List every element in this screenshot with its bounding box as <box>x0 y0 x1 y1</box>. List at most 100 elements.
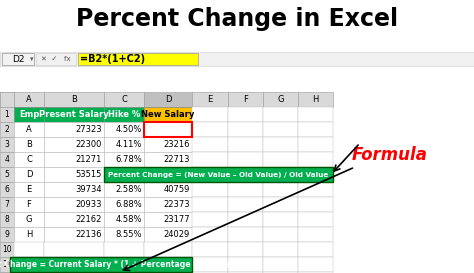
FancyBboxPatch shape <box>104 167 333 182</box>
FancyBboxPatch shape <box>0 257 14 272</box>
FancyBboxPatch shape <box>192 257 228 272</box>
Text: 23216: 23216 <box>164 140 190 149</box>
FancyBboxPatch shape <box>144 122 192 137</box>
FancyBboxPatch shape <box>14 137 44 152</box>
FancyBboxPatch shape <box>192 122 228 137</box>
Text: C: C <box>121 95 127 104</box>
Text: D: D <box>165 95 171 104</box>
FancyBboxPatch shape <box>298 137 333 152</box>
FancyBboxPatch shape <box>0 212 14 227</box>
FancyBboxPatch shape <box>228 227 263 242</box>
FancyBboxPatch shape <box>298 197 333 212</box>
FancyBboxPatch shape <box>104 167 144 182</box>
FancyBboxPatch shape <box>44 197 104 212</box>
Text: Emp: Emp <box>19 110 39 119</box>
FancyBboxPatch shape <box>0 122 14 137</box>
Text: D: D <box>26 170 32 179</box>
Text: 9: 9 <box>5 230 9 239</box>
FancyBboxPatch shape <box>228 122 263 137</box>
FancyBboxPatch shape <box>298 212 333 227</box>
FancyBboxPatch shape <box>44 272 104 273</box>
Text: 27323: 27323 <box>75 125 102 134</box>
Text: 2.58%: 2.58% <box>116 185 142 194</box>
Text: 24029: 24029 <box>164 230 190 239</box>
FancyBboxPatch shape <box>14 182 44 197</box>
FancyBboxPatch shape <box>0 242 14 257</box>
FancyBboxPatch shape <box>298 92 333 107</box>
FancyBboxPatch shape <box>104 92 144 107</box>
Text: E: E <box>207 95 213 104</box>
FancyBboxPatch shape <box>144 212 192 227</box>
FancyBboxPatch shape <box>192 152 228 167</box>
FancyBboxPatch shape <box>192 272 228 273</box>
FancyBboxPatch shape <box>192 182 228 197</box>
Text: 2: 2 <box>5 125 9 134</box>
FancyBboxPatch shape <box>228 137 263 152</box>
FancyBboxPatch shape <box>44 122 104 137</box>
FancyBboxPatch shape <box>298 257 333 272</box>
FancyBboxPatch shape <box>298 242 333 257</box>
FancyBboxPatch shape <box>228 197 263 212</box>
Text: 22162: 22162 <box>76 215 102 224</box>
FancyBboxPatch shape <box>14 227 44 242</box>
Text: A: A <box>26 125 32 134</box>
FancyBboxPatch shape <box>10 257 192 272</box>
FancyBboxPatch shape <box>228 92 263 107</box>
FancyBboxPatch shape <box>14 122 44 137</box>
FancyBboxPatch shape <box>44 227 104 242</box>
FancyBboxPatch shape <box>14 212 44 227</box>
Text: =B2*(1+C2): =B2*(1+C2) <box>80 54 145 64</box>
FancyBboxPatch shape <box>14 272 44 273</box>
FancyBboxPatch shape <box>0 227 14 242</box>
FancyBboxPatch shape <box>0 52 474 66</box>
Text: 22136: 22136 <box>75 230 102 239</box>
FancyBboxPatch shape <box>0 0 474 38</box>
FancyBboxPatch shape <box>44 152 104 167</box>
FancyBboxPatch shape <box>192 92 228 107</box>
Text: E: E <box>27 185 32 194</box>
FancyBboxPatch shape <box>192 242 228 257</box>
FancyBboxPatch shape <box>78 53 198 65</box>
Text: 6: 6 <box>5 185 9 194</box>
Text: H: H <box>26 230 32 239</box>
Text: 10: 10 <box>2 245 12 254</box>
Text: 1: 1 <box>5 110 9 119</box>
Text: 39734: 39734 <box>75 185 102 194</box>
Text: 4.11%: 4.11% <box>116 140 142 149</box>
FancyBboxPatch shape <box>144 227 192 242</box>
Text: A: A <box>26 95 32 104</box>
FancyBboxPatch shape <box>192 137 228 152</box>
Text: 23177: 23177 <box>164 215 190 224</box>
FancyBboxPatch shape <box>104 122 144 137</box>
FancyBboxPatch shape <box>263 197 298 212</box>
FancyBboxPatch shape <box>104 152 144 167</box>
Text: B: B <box>26 140 32 149</box>
Text: 5: 5 <box>5 170 9 179</box>
Text: 53515: 53515 <box>76 170 102 179</box>
FancyBboxPatch shape <box>44 182 104 197</box>
FancyBboxPatch shape <box>263 107 298 122</box>
FancyBboxPatch shape <box>104 212 144 227</box>
FancyBboxPatch shape <box>14 257 44 272</box>
FancyBboxPatch shape <box>298 227 333 242</box>
FancyBboxPatch shape <box>14 152 44 167</box>
FancyBboxPatch shape <box>104 242 144 257</box>
Text: 4: 4 <box>5 155 9 164</box>
FancyBboxPatch shape <box>44 107 104 122</box>
Text: ✕  ✓   fx: ✕ ✓ fx <box>41 56 71 62</box>
FancyBboxPatch shape <box>0 92 14 107</box>
Text: 8.55%: 8.55% <box>116 230 142 239</box>
FancyBboxPatch shape <box>144 197 192 212</box>
FancyBboxPatch shape <box>263 92 298 107</box>
FancyBboxPatch shape <box>104 272 144 273</box>
FancyBboxPatch shape <box>228 107 263 122</box>
FancyBboxPatch shape <box>263 242 298 257</box>
FancyBboxPatch shape <box>44 212 104 227</box>
Text: B: B <box>71 95 77 104</box>
Text: 11: 11 <box>2 260 12 269</box>
FancyBboxPatch shape <box>104 137 144 152</box>
FancyBboxPatch shape <box>192 107 228 122</box>
FancyBboxPatch shape <box>0 107 14 122</box>
FancyBboxPatch shape <box>144 272 192 273</box>
FancyBboxPatch shape <box>144 92 192 107</box>
